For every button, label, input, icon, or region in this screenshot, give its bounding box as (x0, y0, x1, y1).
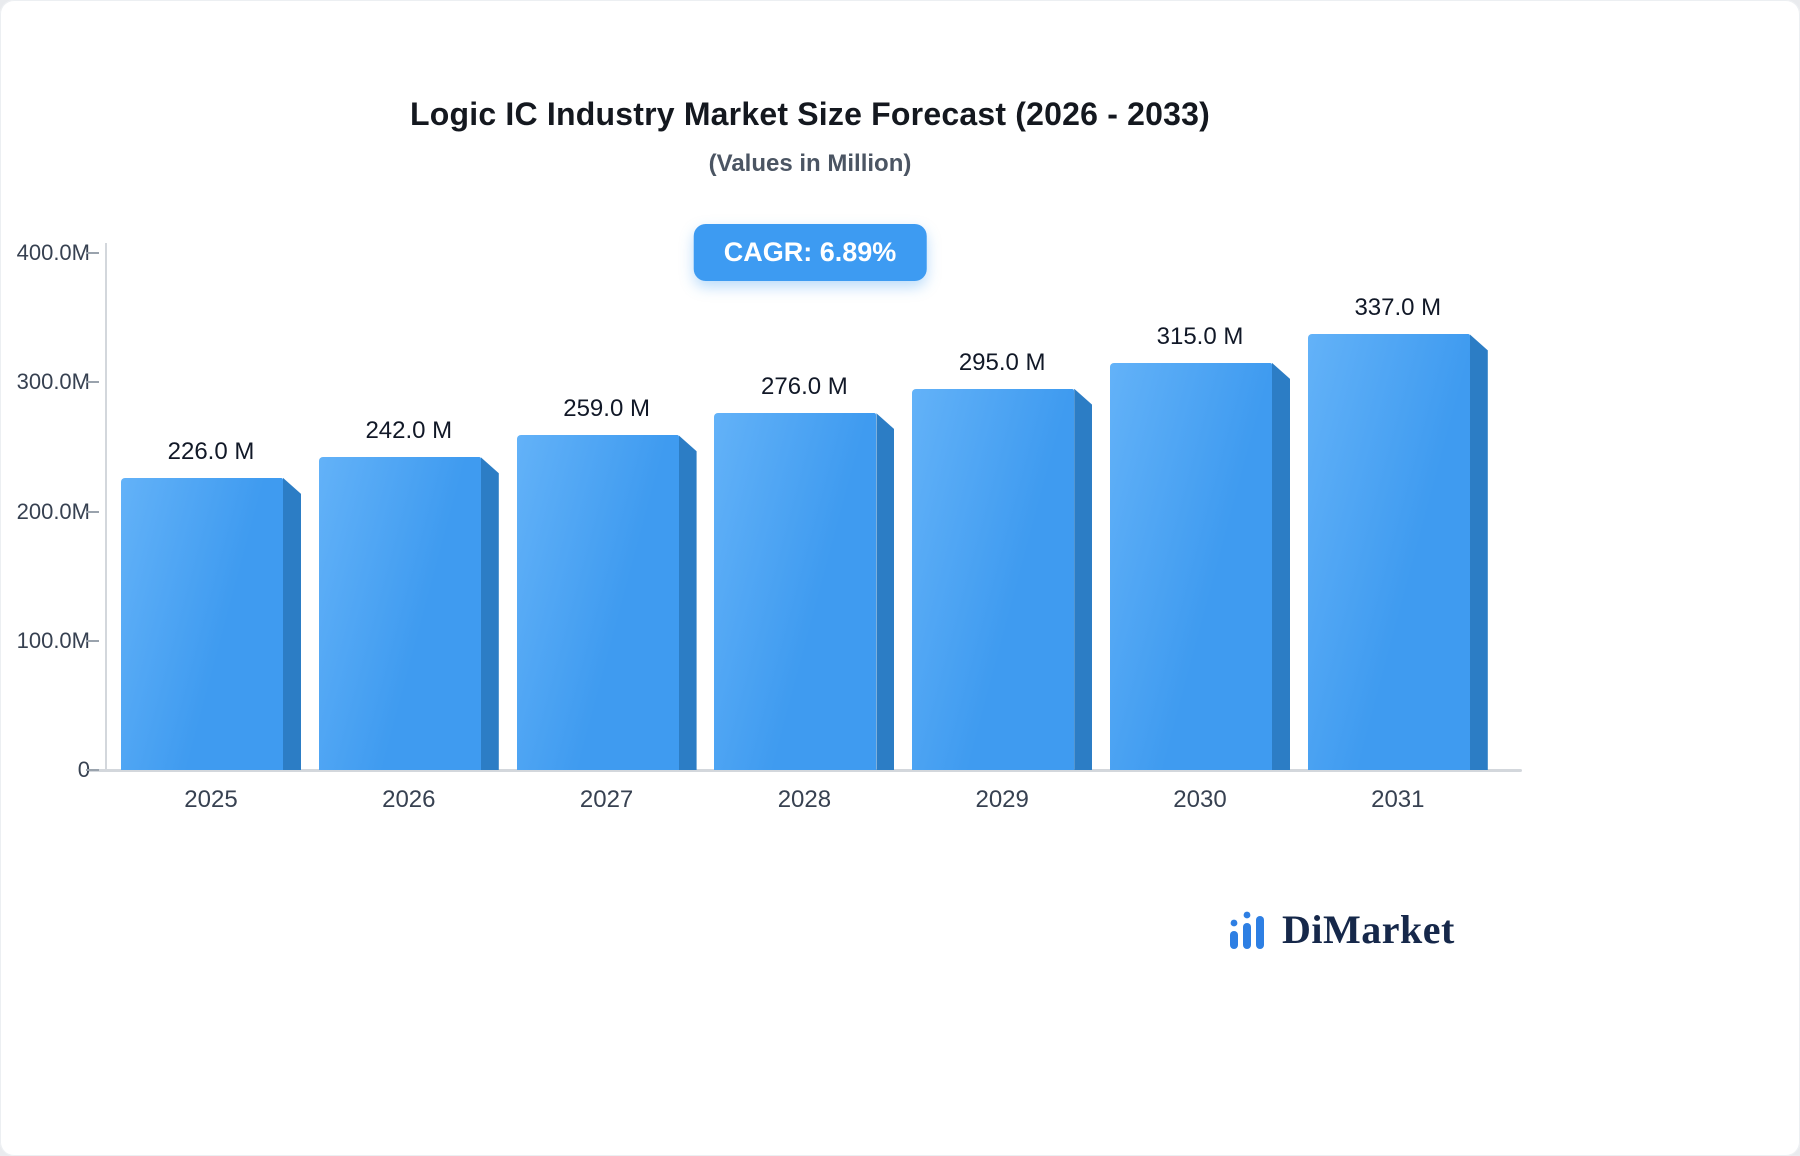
bar-value-label: 295.0 M (958, 348, 1046, 376)
bar-face (516, 435, 679, 770)
bar-chart-icon (1226, 907, 1272, 953)
bar-value-label: 315.0 M (1156, 322, 1244, 350)
bar-side-3d (1272, 362, 1290, 770)
y-axis-tick-label: 300.0M (16, 369, 90, 395)
x-axis-tick-label: 2025 (184, 786, 238, 813)
brand-logo-text: DiMarket (1282, 907, 1455, 952)
bar-side-3d (678, 435, 697, 770)
x-axis-tick-label: 2027 (579, 786, 634, 813)
cagr-badge: CAGR: 6.89% (693, 224, 927, 281)
bar (1110, 362, 1290, 770)
bar-face (1110, 362, 1272, 770)
bar-value-label: 259.0 M (563, 395, 650, 423)
y-axis-tick-label: 200.0M (16, 498, 90, 524)
bar (912, 388, 1093, 770)
y-axis-tick-mark (86, 252, 99, 254)
bar-side-3d (283, 477, 301, 770)
x-axis-tick-label: 2031 (1371, 786, 1425, 813)
bar (516, 435, 697, 770)
y-axis-tick-label: 0 (77, 757, 90, 782)
bar-face (1307, 334, 1470, 770)
bar-value-label: 242.0 M (365, 417, 453, 445)
brand-logo: DiMarket (1226, 906, 1455, 953)
y-axis-tick-label: 400.0M (16, 240, 90, 265)
y-axis-tick-mark (86, 381, 99, 384)
bar (318, 457, 499, 770)
bar-value-label: 337.0 M (1354, 294, 1442, 322)
bar-side-3d (1074, 388, 1093, 770)
chart-subtitle: (Values in Million) (708, 150, 912, 177)
y-axis-tick-mark (86, 510, 99, 513)
bar (714, 413, 895, 770)
bar (1307, 334, 1488, 770)
bar-value-label: 276.0 M (761, 373, 848, 401)
bar-face (912, 388, 1075, 770)
x-axis-tick-label: 2029 (975, 786, 1029, 813)
y-axis-tick-label: 100.0M (16, 627, 90, 653)
bar (121, 477, 301, 770)
bar-side-3d (480, 457, 499, 770)
bar-face (121, 477, 283, 770)
bar-face (318, 457, 481, 770)
bar-value-label: 226.0 M (167, 437, 255, 465)
bar-side-3d (1469, 334, 1488, 770)
y-axis-tick-mark (86, 639, 99, 642)
x-axis-baseline (88, 769, 1522, 772)
bar-side-3d (876, 413, 895, 770)
chart-title: Logic IC Industry Market Size Forecast (… (409, 96, 1210, 132)
x-axis-tick-label: 2028 (777, 786, 832, 813)
x-axis-tick-label: 2030 (1173, 786, 1227, 813)
x-axis-tick-label: 2026 (382, 786, 436, 813)
y-axis-line (105, 243, 107, 771)
y-axis-tick-mark (86, 769, 99, 771)
bar-face (714, 413, 877, 770)
